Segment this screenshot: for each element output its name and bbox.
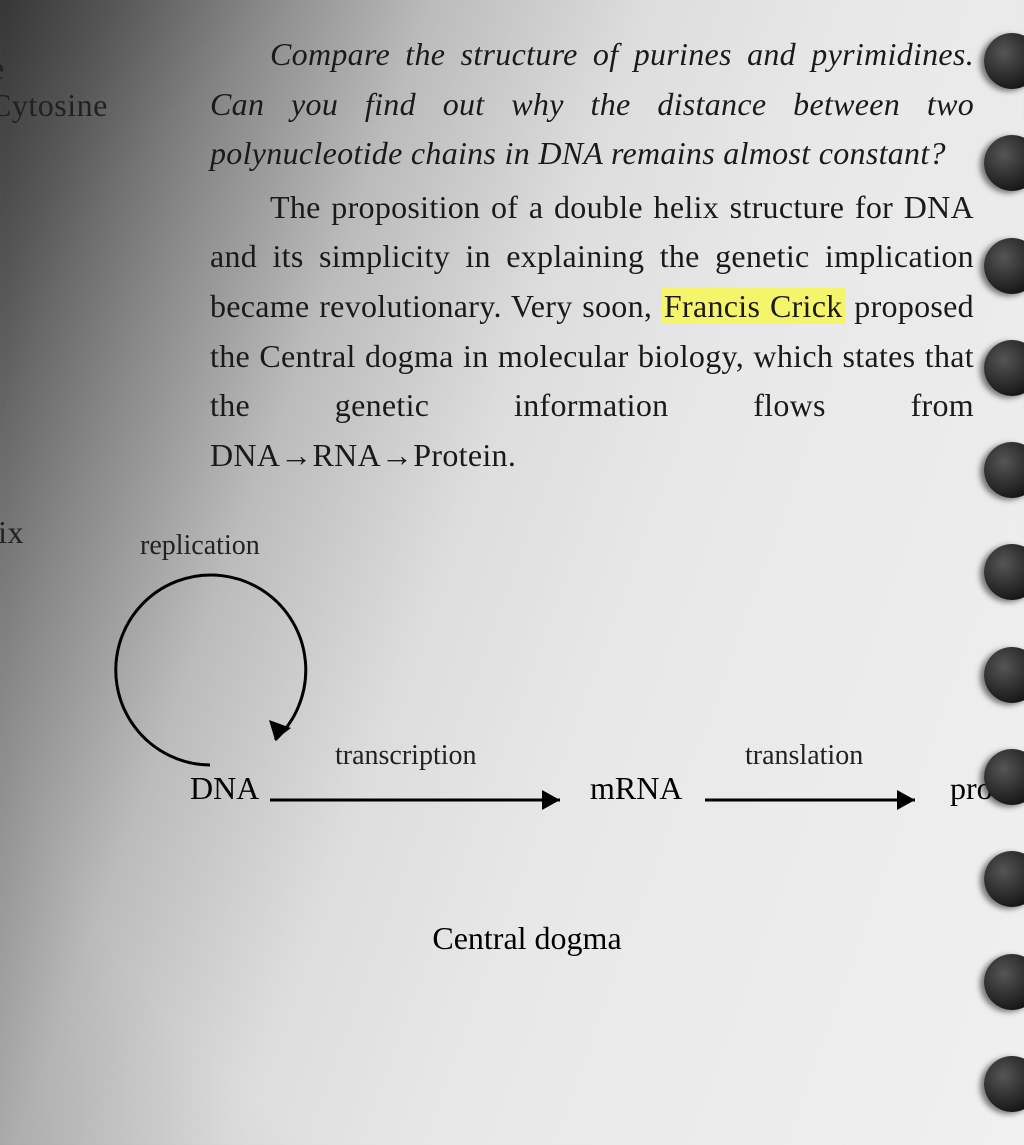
binding-ring	[984, 544, 1024, 600]
binding-ring	[984, 749, 1024, 805]
replication-circle-icon	[110, 570, 310, 770]
dna-label: DNA	[190, 770, 259, 807]
q-line4: chains in DNA remains almost constant?	[411, 135, 946, 171]
replication-label: replication	[140, 530, 260, 562]
binding-ring	[984, 851, 1024, 907]
margin-cytosine-text: Cytosine	[0, 87, 108, 123]
translation-arrow-icon	[705, 780, 935, 820]
highlight-francis-crick: Francis Crick	[662, 288, 845, 324]
binding-ring	[984, 238, 1024, 294]
margin-label-cytosine: e Cytosine	[0, 50, 120, 124]
main-content: Compare the structure of purines and pyr…	[210, 30, 974, 957]
transcription-label: transcription	[335, 740, 477, 772]
page-content: e Cytosine elix Compare the structure of…	[0, 0, 1024, 1145]
mrna-label: mRNA	[590, 770, 682, 807]
binding-ring	[984, 135, 1024, 191]
binding-ring	[984, 954, 1024, 1010]
central-dogma-diagram: replication DNA transcription mRNA	[80, 560, 974, 880]
margin-label-lix: elix	[0, 514, 120, 551]
binding-ring	[984, 340, 1024, 396]
margin-lix-text: lix	[0, 514, 24, 550]
q-line1: Compare the structure of purines and	[270, 36, 796, 72]
margin-partial-e: e	[0, 50, 5, 86]
transcription-arrow-icon	[270, 780, 580, 820]
translation-label: translation	[745, 740, 863, 772]
body-paragraph: The proposition of a double helix struct…	[210, 183, 974, 481]
question-paragraph: Compare the structure of purines and pyr…	[210, 30, 974, 179]
binding-ring	[984, 442, 1024, 498]
binding-ring	[984, 33, 1024, 89]
binding-ring	[984, 647, 1024, 703]
diagram-caption: Central dogma	[80, 920, 974, 957]
spiral-binding	[984, 0, 1024, 1145]
binding-ring	[984, 1056, 1024, 1112]
